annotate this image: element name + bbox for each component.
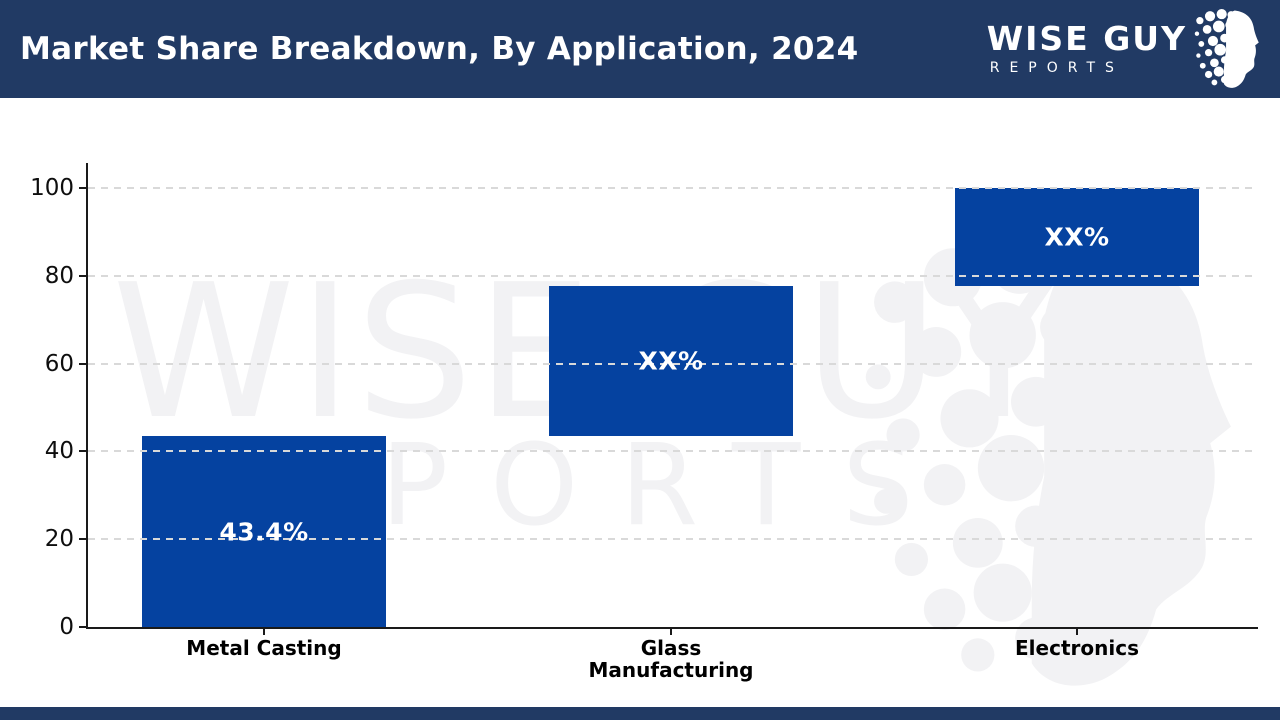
logo-reports-label: REPORTS [989, 59, 1124, 76]
bar-value-label: 43.4% [219, 517, 309, 547]
watermark-head-icon [865, 235, 1231, 686]
bar [955, 188, 1199, 287]
header-banner: Market Share Breakdown, By Application, … [0, 0, 1280, 98]
x-tick [670, 627, 672, 635]
bar-value-label: XX% [1044, 222, 1110, 252]
y-tick-label: 100 [30, 175, 74, 201]
x-category-label: Metal Casting [186, 636, 342, 660]
gridline [88, 538, 1258, 541]
bar-value-label: XX% [638, 346, 704, 376]
y-tick [79, 450, 88, 453]
footer-bar [0, 707, 1280, 720]
gridline [88, 187, 1258, 189]
y-tick-label: 80 [44, 262, 74, 289]
wiseguy-logo: WISE GUY REPORTS [987, 8, 1264, 90]
gridline [88, 274, 1258, 277]
y-tick [79, 187, 88, 189]
y-tick-label: 60 [44, 350, 74, 377]
gridline [88, 450, 1258, 453]
y-tick-label: 20 [44, 526, 74, 553]
page-title: Market Share Breakdown, By Application, … [20, 31, 859, 67]
bar [142, 436, 386, 627]
y-axis-spine [86, 163, 88, 629]
y-tick [79, 362, 88, 365]
y-tick [79, 274, 88, 277]
y-tick [79, 538, 88, 541]
y-tick [79, 626, 88, 628]
x-tick [263, 627, 265, 635]
gridline [88, 362, 1258, 365]
x-axis-spine [86, 627, 1258, 629]
y-tick-label: 40 [44, 438, 74, 465]
x-category-label: Electronics [1015, 636, 1139, 660]
bar [549, 286, 793, 437]
logo-head-icon [1194, 9, 1259, 88]
x-tick [1076, 627, 1078, 635]
y-tick-label: 0 [59, 614, 74, 640]
x-category-label: Glass Manufacturing [588, 636, 754, 682]
logo-wordmark: WISE GUY [986, 19, 1187, 59]
